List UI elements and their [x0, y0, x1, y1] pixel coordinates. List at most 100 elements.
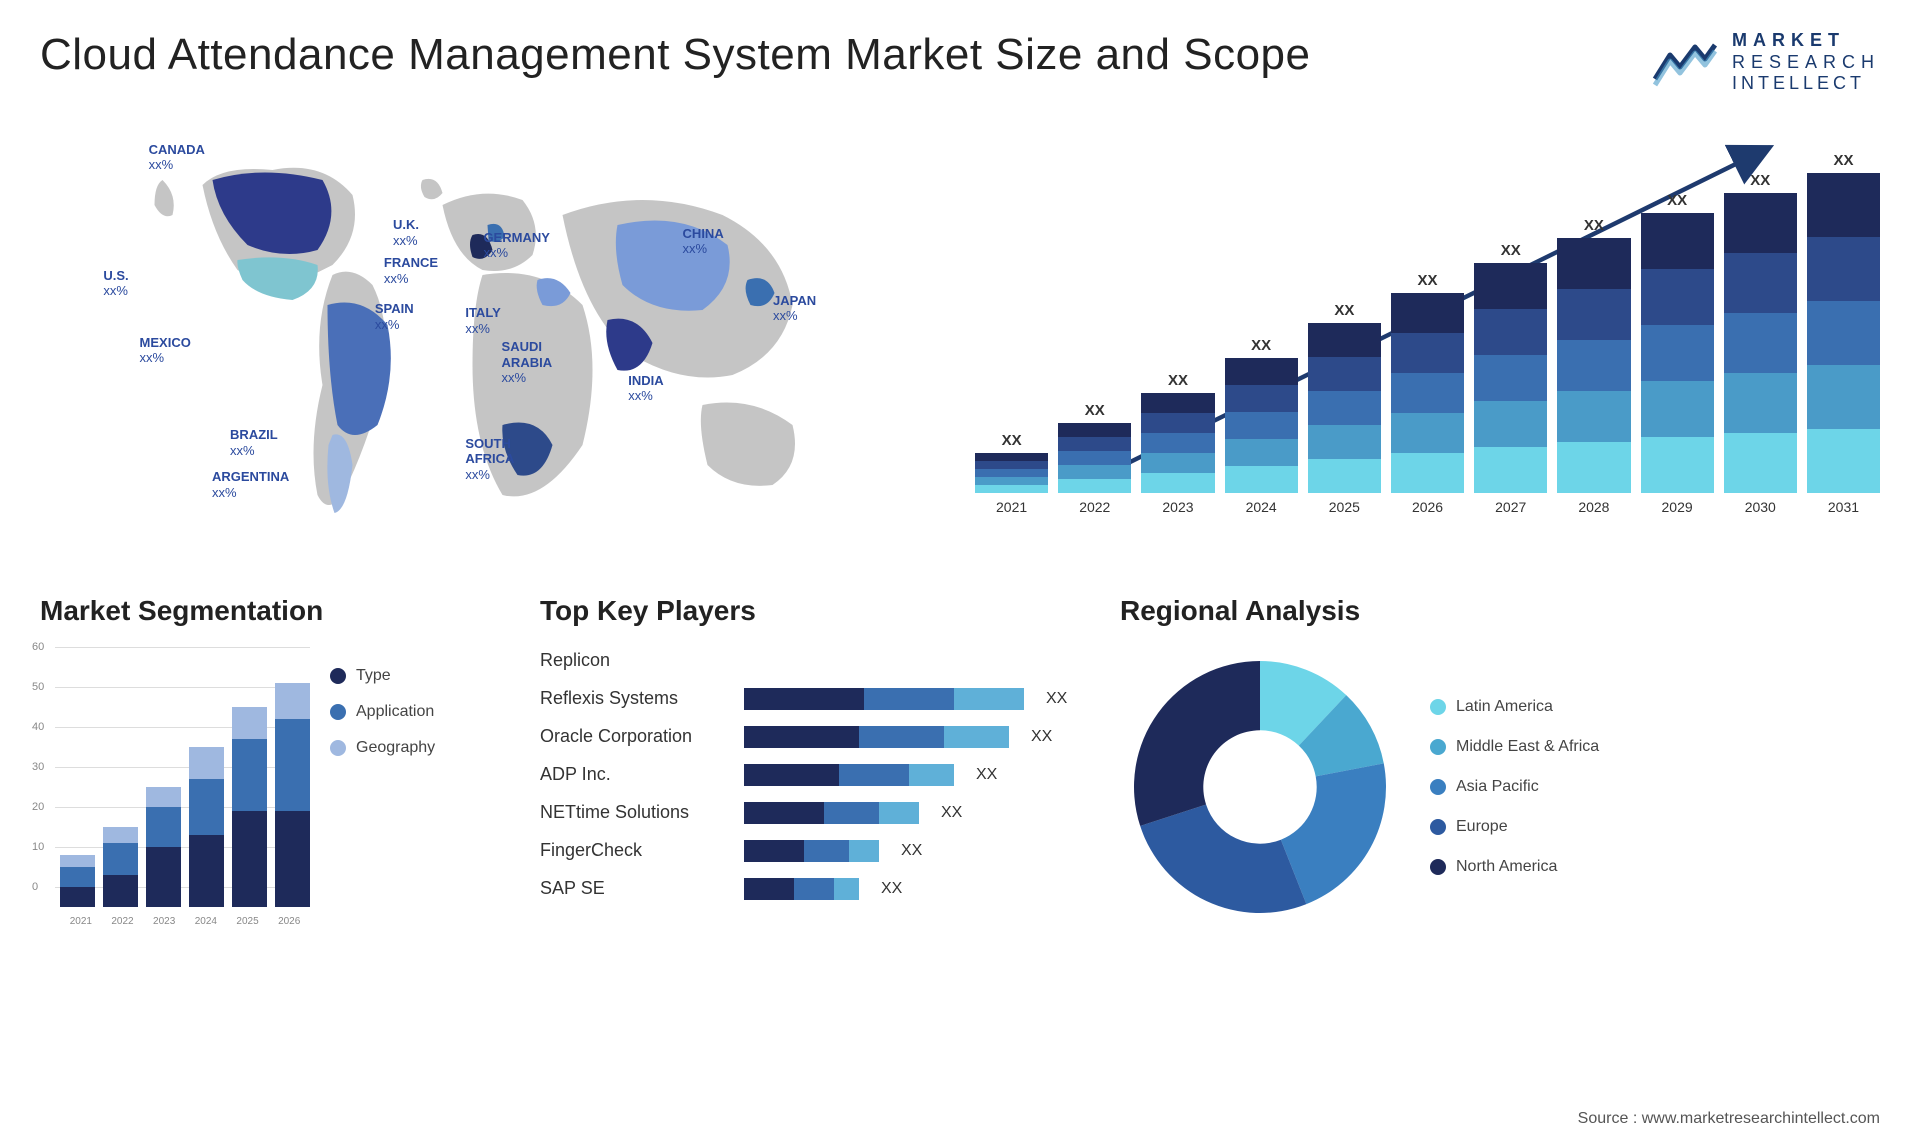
key-player-row: Reflexis Systems XX — [540, 685, 1100, 713]
growth-bar: XX 2022 — [1058, 402, 1131, 515]
growth-bar: XX 2021 — [975, 432, 1048, 515]
map-label: U.K.xx% — [393, 217, 419, 248]
map-label: CANADAxx% — [149, 142, 205, 173]
regional-legend-item: Asia Pacific — [1430, 778, 1599, 796]
growth-bar-label: XX — [1750, 172, 1770, 189]
key-player-value: XX — [941, 804, 962, 822]
growth-bar: XX2028 — [1557, 217, 1630, 515]
key-player-row: ADP Inc. XX — [540, 761, 1100, 789]
growth-year-label: 2026 — [1412, 499, 1443, 515]
seg-year-label: 2023 — [143, 916, 185, 927]
growth-year-label: 2031 — [1828, 499, 1859, 515]
seg-axis-tick: 20 — [32, 801, 44, 813]
growth-year-label: 2023 — [1162, 499, 1193, 515]
seg-bar — [103, 827, 138, 907]
growth-bar: XX 2023 — [1141, 372, 1214, 515]
key-player-name: Replicon — [540, 650, 730, 671]
growth-bar-label: XX — [1334, 302, 1354, 319]
seg-year-label: 2022 — [102, 916, 144, 927]
key-player-row: SAP SEXX — [540, 875, 1100, 903]
key-player-value: XX — [881, 880, 902, 898]
key-player-value: XX — [1031, 728, 1052, 746]
growth-year-label: 2025 — [1329, 499, 1360, 515]
growth-bar: XX 2026 — [1391, 272, 1464, 515]
seg-bar — [189, 747, 224, 907]
seg-legend-item: Geography — [330, 739, 435, 757]
seg-year-label: 2025 — [227, 916, 269, 927]
map-label: JAPANxx% — [773, 293, 816, 324]
seg-year-label: 2026 — [268, 916, 310, 927]
key-players-title: Top Key Players — [540, 595, 1100, 627]
key-player-value: XX — [901, 842, 922, 860]
growth-year-label: 2024 — [1246, 499, 1277, 515]
key-player-name: Oracle Corporation — [540, 726, 730, 747]
key-player-name: FingerCheck — [540, 840, 730, 861]
growth-bar: XX2029 — [1641, 192, 1714, 515]
seg-bar — [232, 707, 267, 907]
logo-icon — [1650, 37, 1720, 87]
growth-bar-label: XX — [1002, 432, 1022, 449]
growth-bar-label: XX — [1251, 337, 1271, 354]
regional-section: Regional Analysis Latin America Middle Ea… — [1120, 595, 1880, 935]
map-label: SOUTHAFRICAxx% — [465, 436, 514, 483]
source-text: Source : www.marketresearchintellect.com — [1578, 1110, 1880, 1128]
map-label: MEXICOxx% — [140, 335, 191, 366]
seg-axis-tick: 50 — [32, 681, 44, 693]
seg-bar — [60, 855, 95, 907]
map-label: BRAZILxx% — [230, 427, 278, 458]
regional-title: Regional Analysis — [1120, 595, 1880, 627]
growth-bar: XX2030 — [1724, 172, 1797, 515]
page-title: Cloud Attendance Management System Marke… — [40, 30, 1310, 80]
regional-legend-item: Middle East & Africa — [1430, 738, 1599, 756]
growth-bar: XX 2025 — [1308, 302, 1381, 515]
brand-logo: MARKET RESEARCH INTELLECT — [1650, 30, 1880, 95]
growth-year-label: 2028 — [1578, 499, 1609, 515]
seg-axis-tick: 30 — [32, 761, 44, 773]
key-player-value: XX — [1046, 690, 1067, 708]
logo-text-1: MARKET — [1732, 30, 1880, 52]
growth-year-label: 2021 — [996, 499, 1027, 515]
key-player-name: ADP Inc. — [540, 764, 730, 785]
seg-axis-tick: 60 — [32, 641, 44, 653]
seg-year-label: 2021 — [60, 916, 102, 927]
map-label: GERMANYxx% — [483, 230, 549, 261]
regional-legend-item: Latin America — [1430, 698, 1599, 716]
seg-legend-item: Type — [330, 667, 435, 685]
growth-year-label: 2029 — [1662, 499, 1693, 515]
growth-bar-label: XX — [1085, 402, 1105, 419]
growth-bar-label: XX — [1168, 372, 1188, 389]
key-player-row: FingerCheck XX — [540, 837, 1100, 865]
key-player-row: Replicon — [540, 647, 1100, 675]
map-label: INDIAxx% — [628, 373, 663, 404]
map-label: CHINAxx% — [683, 226, 724, 257]
seg-axis-tick: 40 — [32, 721, 44, 733]
key-player-name: Reflexis Systems — [540, 688, 730, 709]
map-label: ARGENTINAxx% — [212, 469, 289, 500]
growth-bar-label: XX — [1418, 272, 1438, 289]
map-label: FRANCExx% — [384, 255, 438, 286]
growth-year-label: 2022 — [1079, 499, 1110, 515]
growth-chart-section: XX2021XX2022XX2023XX2024XX2025XX2026XX20… — [975, 125, 1880, 545]
growth-year-label: 2027 — [1495, 499, 1526, 515]
map-label: SAUDIARABIAxx% — [502, 339, 553, 386]
key-player-row: NETtime Solutions XX — [540, 799, 1100, 827]
map-label: U.S.xx% — [103, 268, 128, 299]
growth-bar: XX 2024 — [1225, 337, 1298, 515]
growth-bar-label: XX — [1501, 242, 1521, 259]
key-players-section: Top Key Players Replicon Reflexis Systems… — [540, 595, 1100, 935]
key-player-name: NETtime Solutions — [540, 802, 730, 823]
logo-text-3: INTELLECT — [1732, 73, 1880, 95]
seg-bar — [275, 683, 310, 907]
seg-bar — [146, 787, 181, 907]
segmentation-section: Market Segmentation 01020304050602021202… — [40, 595, 520, 935]
seg-legend-item: Application — [330, 703, 435, 721]
seg-year-label: 2024 — [185, 916, 227, 927]
regional-legend-item: Europe — [1430, 818, 1599, 836]
growth-bar: XX 2027 — [1474, 242, 1547, 515]
world-map-section: CANADAxx% U.S.xx% MEXICOxx% BRAZILxx% ARGENT… — [40, 125, 945, 545]
key-player-value: XX — [976, 766, 997, 784]
seg-axis-tick: 0 — [32, 881, 38, 893]
regional-donut-chart — [1120, 647, 1400, 927]
growth-bar-label: XX — [1833, 152, 1853, 169]
key-player-row: Oracle Corporation XX — [540, 723, 1100, 751]
